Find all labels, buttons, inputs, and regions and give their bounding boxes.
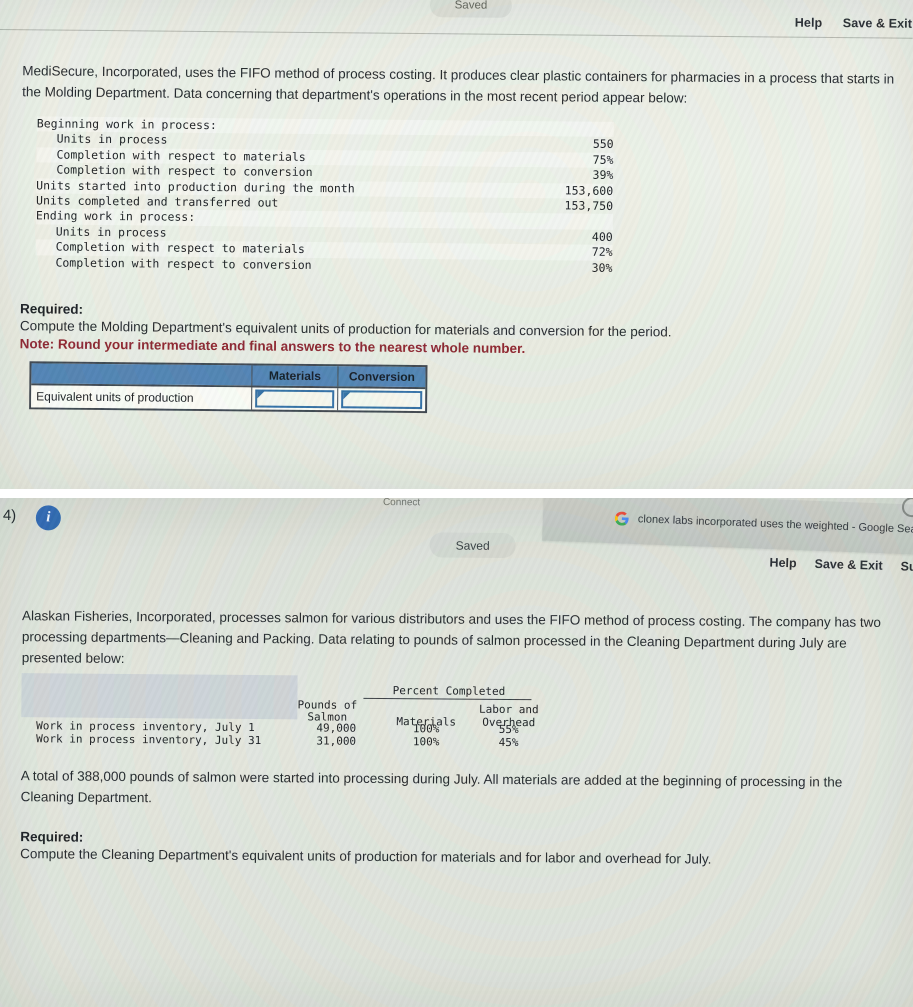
screenshot-bottom: Connect clonex labs incorporated uses th… bbox=[0, 498, 913, 1007]
table-header-shading bbox=[21, 673, 298, 720]
browser-tab-partial[interactable]: Connect bbox=[382, 498, 421, 509]
conversion-input-cell[interactable] bbox=[341, 390, 423, 410]
data-row-value: 39% bbox=[592, 167, 614, 183]
data-row-value: 550 bbox=[592, 137, 614, 152]
data-row-value: 75% bbox=[592, 152, 614, 167]
column-header-conversion: Conversion bbox=[337, 366, 426, 388]
pounds-value: 31,000 bbox=[316, 734, 357, 748]
data-row-value: 400 bbox=[591, 229, 613, 244]
question-number: 4) bbox=[2, 507, 17, 525]
browser-tab-google-search[interactable]: clonex labs incorporated uses the weight… bbox=[542, 498, 913, 555]
data-row-value: 72% bbox=[591, 244, 613, 260]
help-button[interactable]: Help bbox=[794, 15, 823, 30]
data-row-value bbox=[513, 221, 613, 222]
column-header-materials: Materials bbox=[251, 365, 338, 387]
required-heading: Required: bbox=[20, 829, 84, 845]
save-and-exit-button[interactable]: Save & Exit bbox=[842, 16, 913, 31]
google-logo-icon bbox=[614, 511, 629, 526]
group-header-percent-completed: Percent Completed bbox=[392, 684, 506, 698]
answer-table-corner-cell bbox=[31, 363, 252, 386]
table-cell bbox=[251, 387, 338, 411]
materials-percent: 100% bbox=[412, 722, 440, 736]
row-label: Work in process inventory, July 31 bbox=[36, 732, 262, 748]
data-row-value: 30% bbox=[591, 260, 613, 275]
answer-table-problem1: Materials Conversion Equivalent units of… bbox=[29, 361, 428, 414]
problem2-intro-text: Alaskan Fisheries, Incorporated, process… bbox=[21, 608, 882, 666]
help-button[interactable]: Help bbox=[769, 555, 797, 571]
column-header-labor-line1: Labor and bbox=[478, 702, 539, 717]
pounds-value: 49,000 bbox=[316, 721, 357, 735]
submit-button-partial[interactable]: Su bbox=[900, 559, 913, 574]
search-tab-title: clonex labs incorporated uses the weight… bbox=[637, 513, 913, 537]
screenshot-top: Saved Help Save & Exit MediSecure, Incor… bbox=[0, 0, 913, 489]
required-text: Compute the Cleaning Department's equiva… bbox=[20, 846, 712, 867]
data-row-value: 153,750 bbox=[564, 198, 614, 213]
materials-input-cell[interactable] bbox=[255, 389, 335, 409]
saved-status-pill: Saved bbox=[429, 532, 516, 559]
group-header-underline bbox=[363, 697, 532, 701]
required-heading: Required: bbox=[19, 301, 84, 317]
header-divider bbox=[0, 28, 913, 39]
saved-status-pill: Saved bbox=[429, 0, 513, 18]
problem2-additional-text: A total of 388,000 pounds of salmon were… bbox=[20, 768, 843, 805]
info-icon[interactable]: i bbox=[35, 505, 61, 531]
data-row-value: 153,600 bbox=[564, 182, 614, 198]
data-row-value bbox=[514, 129, 614, 130]
labor-percent: 55% bbox=[498, 722, 519, 737]
table-cell bbox=[337, 388, 426, 412]
materials-percent: 100% bbox=[412, 735, 440, 749]
labor-percent: 45% bbox=[498, 735, 519, 750]
data-row-label: Completion with respect to conversion bbox=[55, 255, 312, 272]
save-and-exit-button[interactable]: Save & Exit bbox=[814, 556, 883, 573]
problem1-data-table: Beginning work in process: Units in proc… bbox=[35, 116, 614, 275]
problem1-intro-text: MediSecure, Incorporated, uses the FIFO … bbox=[22, 63, 895, 106]
row-label-equivalent-units: Equivalent units of production bbox=[31, 385, 252, 410]
problem2-data-table: Percent Completed Pounds of Salmon Mater… bbox=[21, 673, 622, 764]
